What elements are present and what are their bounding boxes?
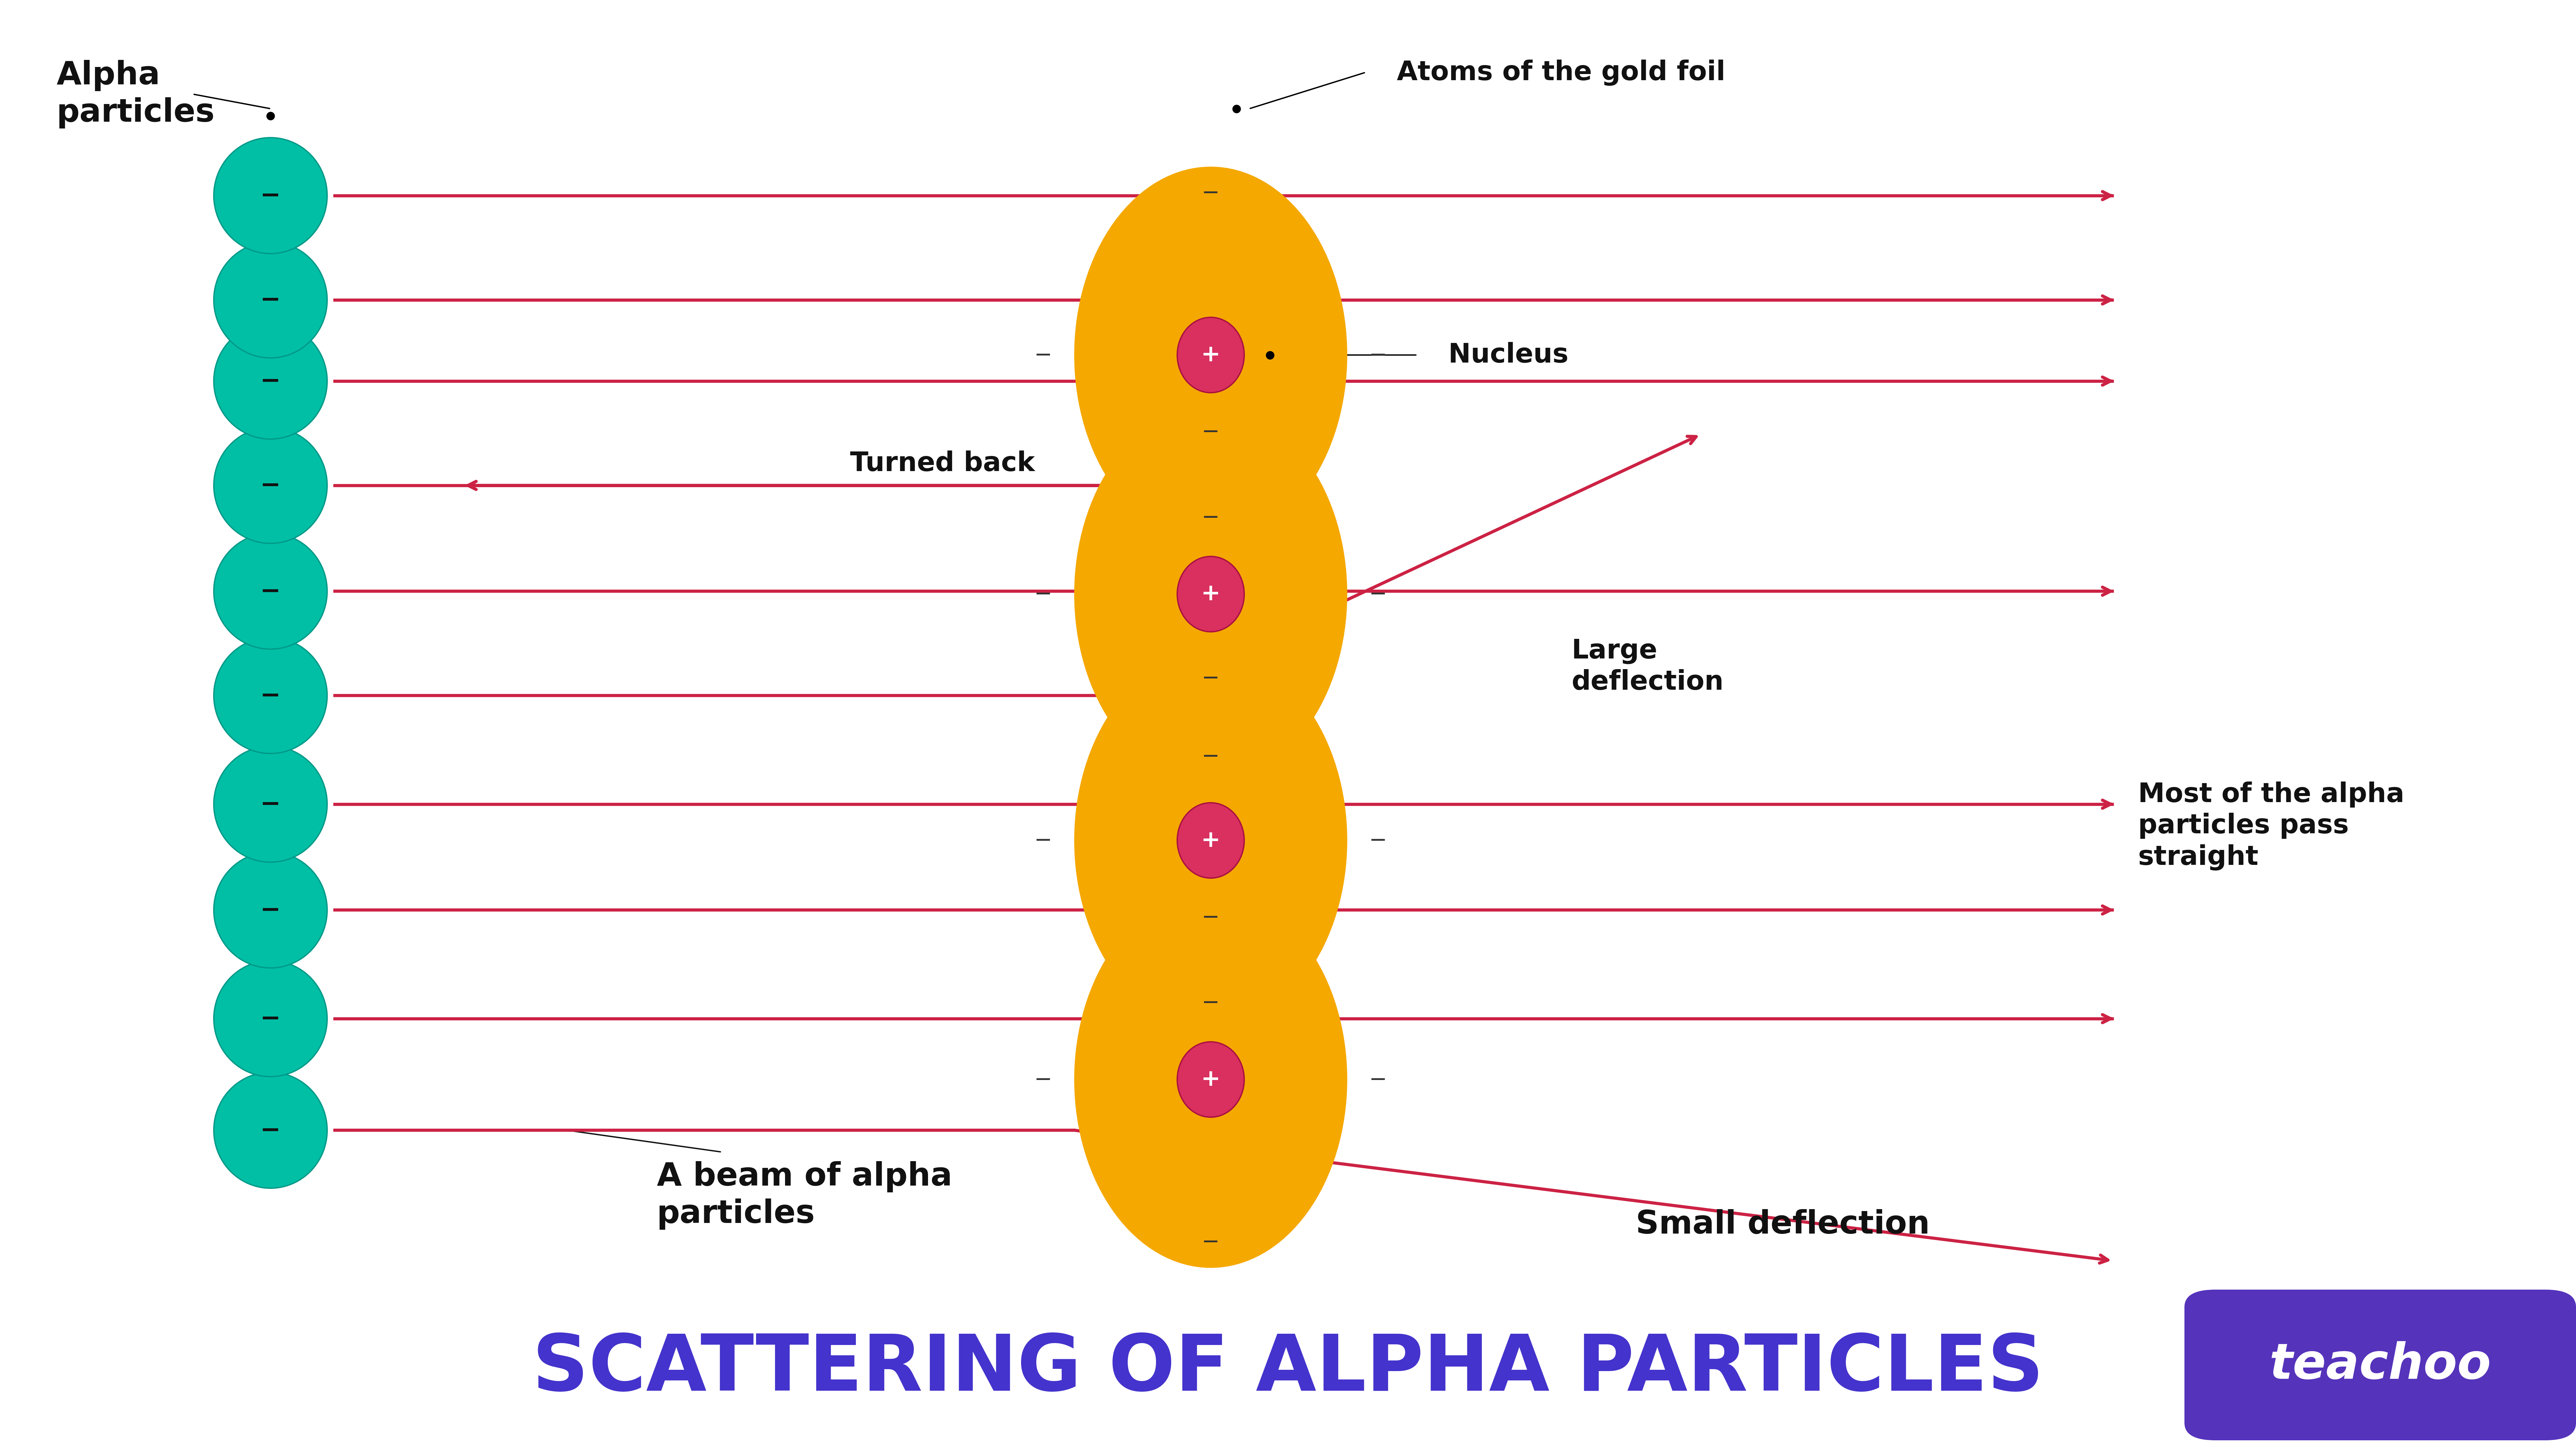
Text: −: − [1370,584,1386,604]
Text: Large
deflection: Large deflection [1571,638,1723,696]
Text: −: − [1036,584,1051,604]
Ellipse shape [214,638,327,753]
Text: Alpha
particles: Alpha particles [57,59,214,129]
Text: −: − [260,898,281,922]
Ellipse shape [1074,406,1347,782]
Text: −: − [1370,345,1386,365]
Text: Nucleus: Nucleus [1430,342,1569,368]
Text: Atoms of the gold foil: Atoms of the gold foil [1378,59,1726,85]
FancyBboxPatch shape [2184,1290,2576,1440]
Text: −: − [1203,746,1218,767]
Ellipse shape [214,533,327,649]
Text: −: − [260,474,281,497]
Text: +: + [1200,343,1221,367]
Text: −: − [260,580,281,603]
Text: −: − [260,184,281,207]
Text: −: − [1370,830,1386,851]
Ellipse shape [1074,167,1347,543]
Ellipse shape [1074,652,1347,1029]
Ellipse shape [214,746,327,862]
Text: −: − [1203,183,1218,203]
Text: Turned back: Turned back [850,451,1036,477]
Text: +: + [1200,829,1221,852]
Ellipse shape [1177,1042,1244,1117]
Text: Most of the alpha
particles pass
straight: Most of the alpha particles pass straigh… [2138,781,2403,871]
Text: Small deflection: Small deflection [1636,1208,1929,1240]
Ellipse shape [1177,317,1244,393]
Ellipse shape [214,242,327,358]
Text: −: − [1370,1069,1386,1090]
Ellipse shape [1177,803,1244,878]
Text: −: − [1036,1069,1051,1090]
Ellipse shape [214,961,327,1077]
Ellipse shape [214,1072,327,1188]
Ellipse shape [214,427,327,543]
Text: teachoo: teachoo [2269,1340,2491,1390]
Ellipse shape [214,323,327,439]
Text: −: − [1036,345,1051,365]
Ellipse shape [214,138,327,254]
Text: −: − [260,684,281,707]
Ellipse shape [214,852,327,968]
Text: −: − [260,288,281,312]
Text: −: − [260,1007,281,1030]
Text: −: − [260,793,281,816]
Ellipse shape [1074,891,1347,1268]
Text: −: − [260,1119,281,1142]
Ellipse shape [1177,556,1244,632]
Text: −: − [1203,668,1218,688]
Text: +: + [1200,1068,1221,1091]
Text: −: − [1036,830,1051,851]
Text: A beam of alpha
particles: A beam of alpha particles [657,1161,953,1230]
Text: −: − [1203,1232,1218,1252]
Text: SCATTERING OF ALPHA PARTICLES: SCATTERING OF ALPHA PARTICLES [533,1332,2043,1407]
Text: −: − [1203,907,1218,927]
Text: +: + [1200,582,1221,606]
Text: −: − [260,369,281,393]
Text: −: − [1203,507,1218,527]
Text: −: − [1203,993,1218,1013]
Text: −: − [1203,422,1218,442]
